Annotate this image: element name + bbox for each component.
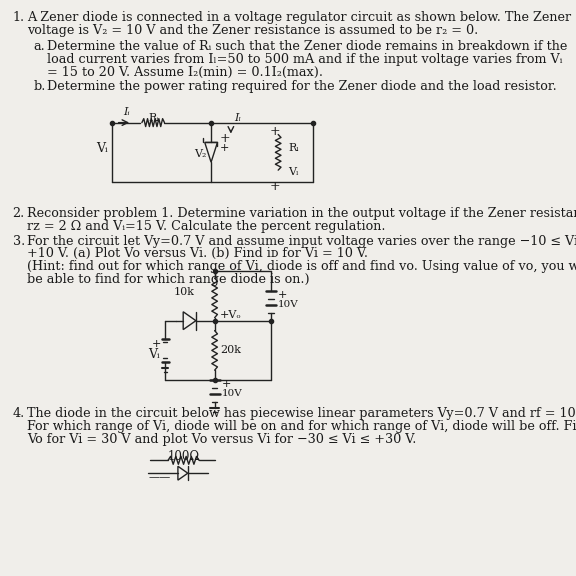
- Text: ——: ——: [148, 472, 170, 482]
- Text: rz = 2 Ω and Vᵢ=15 V. Calculate the percent regulation.: rz = 2 Ω and Vᵢ=15 V. Calculate the perc…: [27, 219, 385, 233]
- Text: The diode in the circuit below has piecewise linear parameters Vy=0.7 V and rf =: The diode in the circuit below has piece…: [27, 407, 576, 420]
- Text: 10V: 10V: [278, 300, 299, 309]
- Text: = 15 to 20 V. Assume I₂(min) = 0.1I₂(max).: = 15 to 20 V. Assume I₂(min) = 0.1I₂(max…: [47, 66, 323, 79]
- Text: +Vₒ: +Vₒ: [220, 310, 242, 320]
- Text: load current varies from Iₗ=50 to 500 mA and if the input voltage varies from Vᵢ: load current varies from Iₗ=50 to 500 mA…: [47, 54, 562, 66]
- Text: a.: a.: [34, 40, 46, 54]
- Text: Iᵢ: Iᵢ: [123, 107, 130, 117]
- Text: 4.: 4.: [13, 407, 25, 420]
- Text: +: +: [219, 143, 229, 153]
- Text: Rᵢ: Rᵢ: [148, 113, 158, 123]
- Text: Vᵢ: Vᵢ: [96, 142, 108, 155]
- Text: Determine the value of Rᵢ such that the Zener diode remains in breakdown if the: Determine the value of Rᵢ such that the …: [47, 40, 567, 54]
- Text: Determine the power rating required for the Zener diode and the load resistor.: Determine the power rating required for …: [47, 80, 556, 93]
- Text: (Hint: find out for which range of Vi, diode is off and find vo. Using value of : (Hint: find out for which range of Vi, d…: [27, 260, 576, 273]
- Text: Vo for Vi = 30 V and plot Vo versus Vi for −30 ≤ Vi ≤ +30 V.: Vo for Vi = 30 V and plot Vo versus Vi f…: [27, 433, 416, 446]
- Text: 10V: 10V: [222, 389, 242, 399]
- Text: For which range of Vi, diode will be on and for which range of Vi, diode will be: For which range of Vi, diode will be on …: [27, 420, 576, 433]
- Text: +: +: [151, 339, 161, 350]
- Text: 1.: 1.: [13, 11, 25, 24]
- Text: Reconsider problem 1. Determine variation in the output voltage if the Zener res: Reconsider problem 1. Determine variatio…: [27, 207, 576, 220]
- Text: For the circuit let Vy=0.7 V and assume input voltage varies over the range −10 : For the circuit let Vy=0.7 V and assume …: [27, 234, 576, 248]
- Text: +: +: [270, 180, 281, 193]
- Text: 10k: 10k: [174, 287, 195, 297]
- Text: 20k: 20k: [220, 346, 241, 355]
- Text: +: +: [222, 379, 231, 389]
- Text: +: +: [270, 124, 281, 138]
- Text: +10 V. (a) Plot Vo versus Vi. (b) Find iᴅ for Vi = 10 V.: +10 V. (a) Plot Vo versus Vi. (b) Find i…: [27, 248, 368, 260]
- Text: +: +: [219, 132, 230, 145]
- Text: 3.: 3.: [13, 234, 25, 248]
- Text: b.: b.: [34, 80, 46, 93]
- Text: 2.: 2.: [13, 207, 25, 220]
- Text: V₂: V₂: [195, 149, 207, 160]
- Text: 100Ω: 100Ω: [168, 450, 200, 464]
- Text: Vₗ: Vₗ: [288, 167, 299, 177]
- Text: voltage is V₂ = 10 V and the Zener resistance is assumed to be r₂ = 0.: voltage is V₂ = 10 V and the Zener resis…: [27, 24, 478, 36]
- Text: be able to find for which range diode is on.): be able to find for which range diode is…: [27, 273, 309, 286]
- Text: A Zener diode is connected in a voltage regulator circuit as shown below. The Ze: A Zener diode is connected in a voltage …: [27, 11, 571, 24]
- Text: Iₗ: Iₗ: [234, 113, 241, 123]
- Text: Vᵢ: Vᵢ: [148, 348, 160, 361]
- Text: Rₗ: Rₗ: [288, 143, 299, 153]
- Text: +: +: [278, 290, 287, 300]
